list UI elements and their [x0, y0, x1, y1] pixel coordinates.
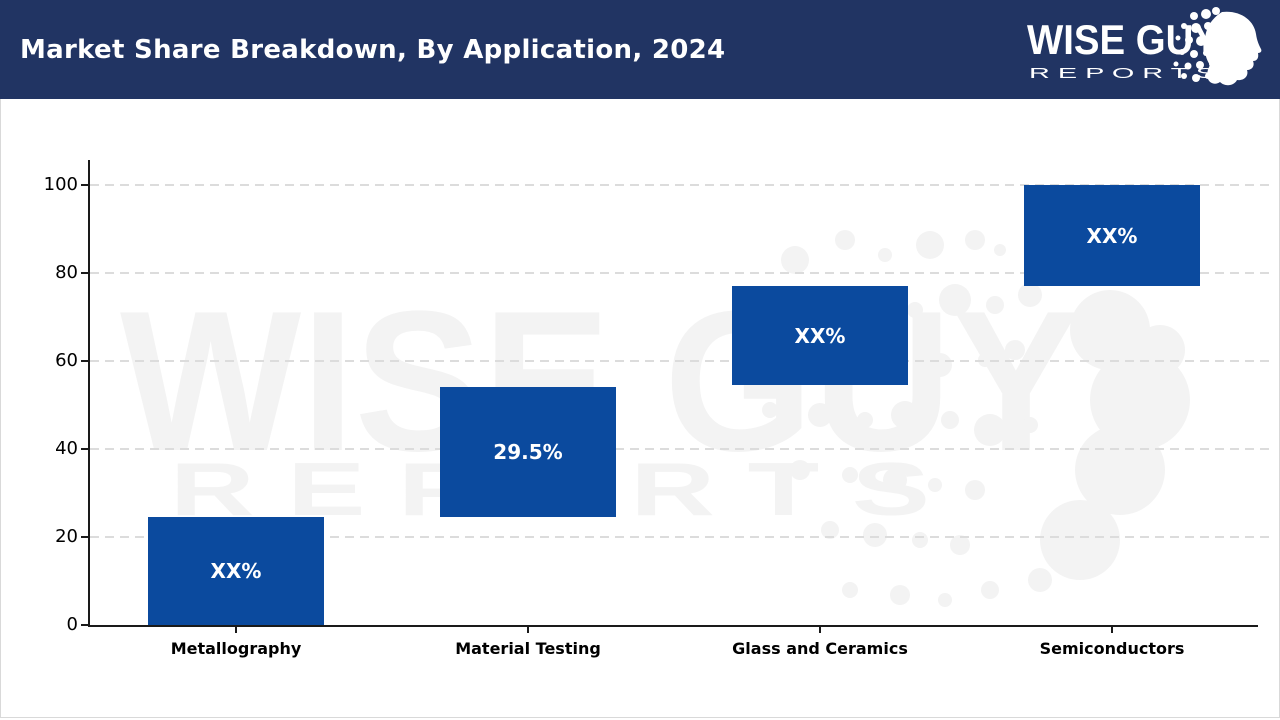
page-title: Market Share Breakdown, By Application, …	[20, 34, 726, 65]
y-tick-label: 20	[55, 526, 78, 547]
x-axis-tick	[819, 625, 821, 633]
y-axis-tick	[81, 536, 89, 538]
gridline	[90, 448, 1272, 450]
y-tick-label: 0	[66, 614, 78, 635]
head-silhouette-icon	[1205, 11, 1262, 85]
bar-segment: 29.5%	[440, 387, 616, 518]
y-axis-tick	[81, 184, 89, 186]
logo-text: WISE GUY R E P O R T S	[1027, 16, 1219, 82]
y-axis-tick	[81, 624, 89, 626]
x-axis-tick	[235, 625, 237, 633]
x-axis-tick	[1111, 625, 1113, 633]
plot-area: 0 20 40 60 80 100 Metallography XX% Material Tes…	[44, 160, 1272, 658]
gridline	[90, 184, 1272, 186]
bar-segment: XX%	[1024, 185, 1200, 287]
logo-line2: R E P O R T S	[1029, 65, 1215, 82]
head-dots-pattern	[1173, 6, 1262, 85]
y-axis-tick	[81, 272, 89, 274]
y-tick-label: 60	[55, 350, 78, 371]
x-tick-label: Metallography	[170, 639, 302, 658]
x-tick-label: Material Testing	[455, 639, 601, 658]
gridline	[90, 272, 1272, 274]
header-band: Market Share Breakdown, By Application, …	[0, 0, 1280, 99]
bar-segment: XX%	[148, 517, 324, 625]
x-tick-label: Semiconductors	[1039, 639, 1185, 658]
x-tick-label: Glass and Ceramics	[732, 639, 908, 658]
gridline	[90, 536, 1272, 538]
y-axis-tick	[81, 360, 89, 362]
wiseguy-logo: WISE GUY R E P O R T S	[1027, 6, 1262, 85]
y-tick-label: 40	[55, 438, 78, 459]
gridline	[90, 360, 1272, 362]
y-axis-tick	[81, 448, 89, 450]
bar-value-label: XX%	[1086, 223, 1138, 248]
bar-value-label: XX%	[794, 323, 846, 348]
x-axis-tick	[527, 625, 529, 633]
bar-value-label: XX%	[210, 559, 262, 584]
y-tick-label: 100	[43, 174, 78, 195]
bar-value-label: 29.5%	[493, 440, 563, 465]
y-tick-label: 80	[55, 262, 78, 283]
bar-segment: XX%	[732, 286, 908, 386]
